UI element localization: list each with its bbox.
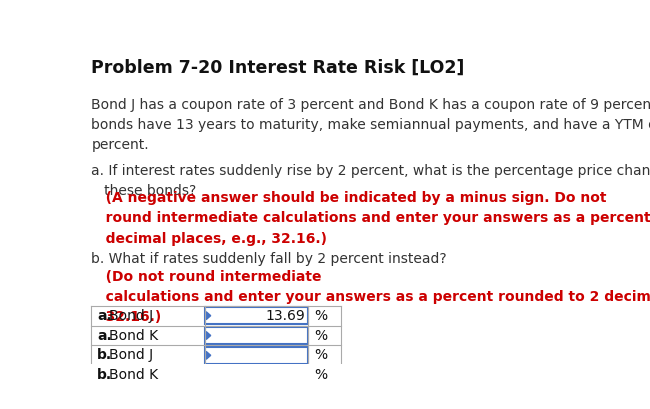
Text: %: %: [314, 348, 327, 362]
Text: a.: a.: [98, 309, 112, 323]
Text: (Do not round intermediate
   calculations and enter your answers as a percent r: (Do not round intermediate calculations …: [91, 270, 650, 324]
Text: a.: a.: [98, 328, 112, 342]
Text: %: %: [314, 309, 327, 323]
Text: (A negative answer should be indicated by a minus sign. Do not
   round intermed: (A negative answer should be indicated b…: [91, 191, 650, 245]
Bar: [205, 347, 308, 364]
Bar: [91, 365, 341, 385]
Text: Problem 7-20 Interest Rate Risk [LO2]: Problem 7-20 Interest Rate Risk [LO2]: [91, 58, 465, 76]
Text: b.: b.: [98, 368, 112, 382]
Bar: [205, 327, 308, 344]
Bar: [91, 326, 341, 346]
Polygon shape: [206, 332, 211, 339]
Text: %: %: [314, 368, 327, 382]
Bar: [205, 307, 308, 324]
Polygon shape: [206, 351, 211, 359]
Text: b.: b.: [98, 348, 112, 362]
Polygon shape: [206, 312, 211, 319]
Text: a. If interest rates suddenly rise by 2 percent, what is the percentage price ch: a. If interest rates suddenly rise by 2 …: [91, 164, 650, 198]
Text: Bond J: Bond J: [109, 348, 153, 362]
Text: b. What if rates suddenly fall by 2 percent instead?: b. What if rates suddenly fall by 2 perc…: [91, 252, 451, 266]
Text: %: %: [314, 328, 327, 342]
Text: Bond J: Bond J: [109, 309, 153, 323]
Bar: [91, 306, 341, 326]
Polygon shape: [206, 371, 211, 379]
Bar: [91, 346, 341, 365]
Text: Bond K: Bond K: [109, 368, 159, 382]
Text: 13.69: 13.69: [265, 309, 305, 323]
Text: Bond J has a coupon rate of 3 percent and Bond K has a coupon rate of 9 percent.: Bond J has a coupon rate of 3 percent an…: [91, 98, 650, 152]
Text: Bond K: Bond K: [109, 328, 159, 342]
Bar: [205, 366, 308, 384]
